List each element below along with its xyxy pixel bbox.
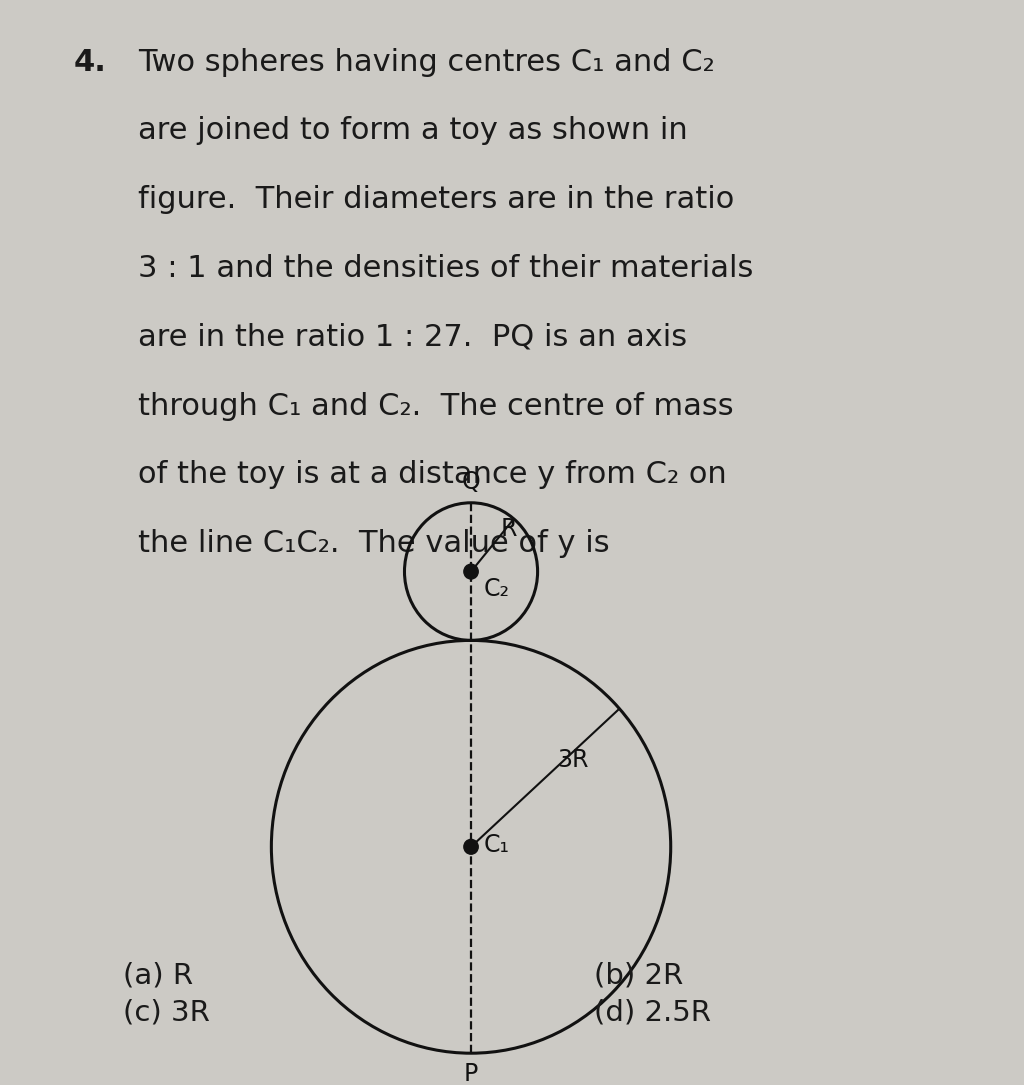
Text: of the toy is at a distance y from C₂ on: of the toy is at a distance y from C₂ on [138,460,727,489]
Text: C₁: C₁ [483,832,509,857]
Text: R: R [501,516,517,541]
Text: Two spheres having centres C₁ and C₂: Two spheres having centres C₁ and C₂ [138,48,715,77]
Text: are joined to form a toy as shown in: are joined to form a toy as shown in [138,116,688,145]
Circle shape [464,840,478,854]
Text: 3R: 3R [557,749,589,773]
Text: 4.: 4. [74,48,106,77]
Circle shape [464,564,478,579]
Text: (d) 2.5R: (d) 2.5R [594,998,711,1026]
Text: the line C₁C₂.  The value of y is: the line C₁C₂. The value of y is [138,529,610,559]
Text: 3 : 1 and the densities of their materials: 3 : 1 and the densities of their materia… [138,254,754,283]
Text: (a) R: (a) R [123,961,193,990]
Text: figure.  Their diameters are in the ratio: figure. Their diameters are in the ratio [138,186,734,214]
Text: P: P [464,1061,478,1085]
Text: Q: Q [462,470,480,495]
Text: (c) 3R: (c) 3R [123,998,210,1026]
Text: through C₁ and C₂.  The centre of mass: through C₁ and C₂. The centre of mass [138,392,734,421]
Text: are in the ratio 1 : 27.  PQ is an axis: are in the ratio 1 : 27. PQ is an axis [138,323,687,352]
Text: (b) 2R: (b) 2R [594,961,683,990]
Text: C₂: C₂ [483,577,509,601]
